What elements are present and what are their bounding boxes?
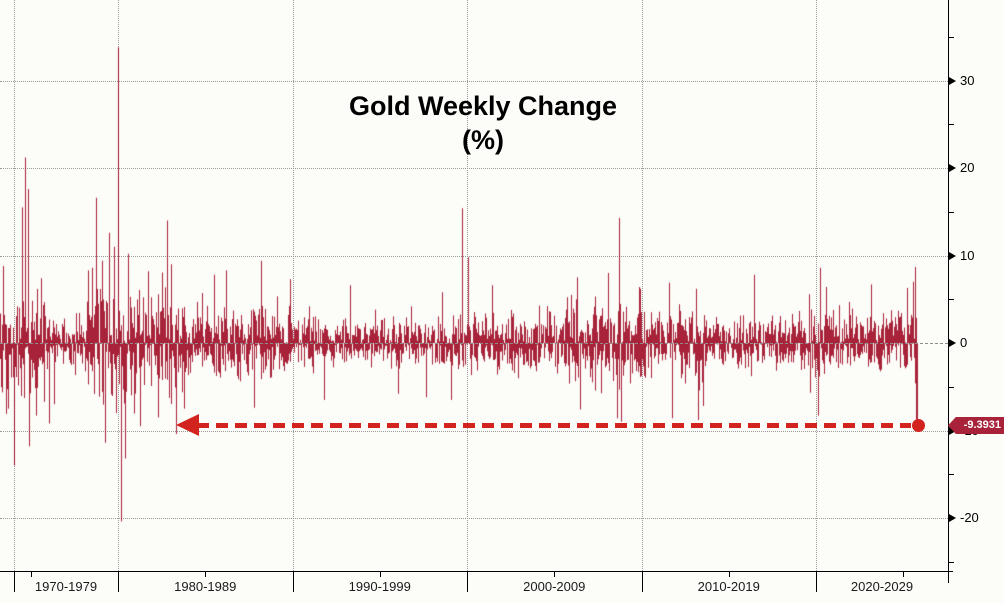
x-axis-mid-decade-tick [31, 571, 32, 577]
x-axis-decade-label: 2020-2029 [850, 579, 914, 594]
y-axis-label: 20 [960, 160, 975, 175]
x-axis-decade-label: 1970-1979 [34, 579, 98, 594]
chart-title-block: Gold Weekly Change (%) [0, 88, 966, 158]
y-axis-minor-tick [948, 36, 954, 38]
y-axis-tick-arrow-icon [949, 251, 956, 260]
x-axis-decade-label: 2010-2019 [697, 579, 760, 594]
x-axis-line [0, 571, 953, 572]
y-axis-line [948, 0, 949, 583]
x-axis-decade-divider [816, 571, 817, 592]
y-axis-tick-arrow-icon [949, 514, 956, 522]
last-value-badge: -9.3931 [948, 417, 1004, 434]
zero-baseline [0, 343, 948, 344]
y-axis-minor-tick [948, 561, 954, 563]
x-axis-decade-label: 2000-2009 [523, 579, 586, 594]
y-axis-minor-tick [948, 211, 954, 213]
y-axis-label: 30 [960, 72, 975, 88]
annotation-dashed-line [197, 423, 911, 428]
annotation-arrowhead-icon [176, 414, 199, 436]
x-axis-mid-decade-tick [729, 571, 730, 577]
x-axis-decade-divider [467, 571, 468, 592]
y-axis-tick-arrow-icon [949, 339, 956, 347]
y-axis-label: 0 [960, 335, 968, 350]
y-axis-minor-tick [948, 386, 954, 388]
chart-title: Gold Weekly Change [348, 91, 618, 121]
y-axis-minor-tick [948, 299, 954, 301]
last-value-dot [911, 418, 925, 432]
x-axis-mid-decade-tick [554, 571, 555, 577]
y-axis-tick-arrow-icon [949, 164, 956, 172]
x-axis-decade-divider [118, 571, 119, 592]
x-axis-decade-divider [642, 571, 643, 592]
x-axis-decade-divider [14, 571, 15, 592]
x-axis-decade-label: 1990-1999 [348, 579, 411, 594]
x-axis-mid-decade-tick [903, 571, 904, 577]
y-axis-tick-arrow-icon [949, 76, 956, 85]
y-axis-tick-arrow-icon [949, 426, 956, 435]
x-axis-decade-label: 1980-1989 [174, 579, 237, 594]
chart-subtitle: (%) [462, 125, 504, 156]
x-axis-mid-decade-tick [380, 571, 381, 577]
y-axis-label: -20 [960, 510, 979, 525]
y-axis-minor-tick [948, 474, 954, 476]
x-axis-mid-decade-tick [205, 571, 206, 577]
y-axis-minor-tick [948, 124, 954, 126]
x-axis-decade-divider [293, 571, 294, 592]
y-axis-label: 10 [960, 247, 975, 263]
bars-canvas [0, 0, 948, 571]
